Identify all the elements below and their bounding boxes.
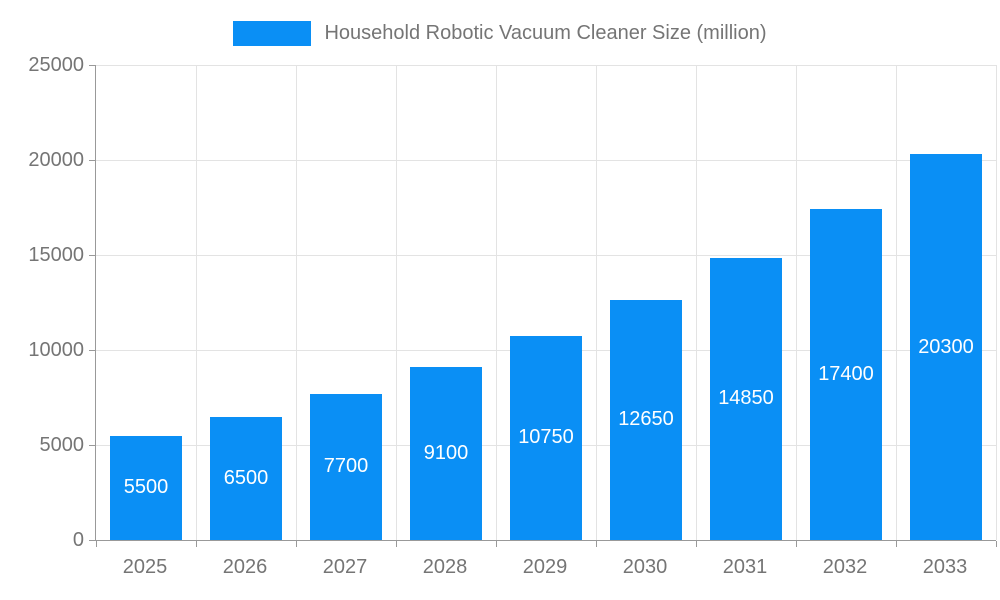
y-axis-tick-label: 20000	[28, 149, 84, 171]
x-axis-tick-mark	[496, 541, 497, 547]
bar-value-label: 20300	[918, 335, 974, 358]
y-axis-tick-label: 5000	[39, 434, 85, 456]
bar[interactable]: 10750	[510, 335, 582, 540]
y-axis-tick-label: 25000	[28, 54, 84, 76]
x-axis-tick-mark	[796, 541, 797, 547]
bar[interactable]: 6500	[210, 416, 282, 540]
bar-value-label: 12650	[618, 408, 674, 431]
x-axis-tick-mark	[196, 541, 197, 547]
x-axis-tick-label: 2032	[822, 556, 868, 578]
x-axis-tick-label: 2027	[322, 556, 368, 578]
y-axis-tick-label: 15000	[28, 244, 84, 266]
gridline-vertical	[996, 65, 997, 540]
y-axis-tick-mark	[89, 65, 95, 66]
plot-area: 5500 6500 7700 9100 10750 12650 14850 17400 2030…	[89, 65, 997, 547]
gridline-vertical	[296, 65, 297, 540]
bar-value-label: 9100	[423, 442, 469, 465]
bar[interactable]: 12650	[610, 299, 682, 540]
y-axis-tick-mark	[89, 160, 95, 161]
bar-value-label: 17400	[818, 363, 874, 386]
y-axis-tick-label: 10000	[28, 339, 84, 361]
legend-swatch	[233, 20, 312, 46]
bar[interactable]: 7700	[310, 393, 382, 540]
x-axis-tick-label: 2029	[522, 556, 568, 578]
bar[interactable]: 17400	[810, 209, 882, 540]
bar-value-label: 6500	[223, 466, 269, 489]
x-axis-tick-mark	[696, 541, 697, 547]
gridline-vertical	[496, 65, 497, 540]
gridline-vertical	[596, 65, 597, 540]
x-axis-tick-label: 2033	[922, 556, 968, 578]
legend-label: Household Robotic Vacuum Cleaner Size (m…	[324, 21, 767, 44]
bar[interactable]: 5500	[110, 435, 182, 540]
legend-item[interactable]: Household Robotic Vacuum Cleaner Size (m…	[0, 18, 1000, 48]
gridline-vertical	[696, 65, 697, 540]
bar-value-label: 7700	[323, 455, 369, 478]
y-axis-tick-mark	[89, 445, 95, 446]
bar[interactable]: 20300	[910, 154, 982, 540]
bar[interactable]: 9100	[410, 367, 482, 540]
gridline-horizontal	[96, 255, 996, 256]
gridline-horizontal	[96, 160, 996, 161]
gridline-horizontal	[96, 65, 996, 66]
x-axis-tick-label: 2030	[622, 556, 668, 578]
x-axis-tick-label: 2025	[122, 556, 168, 578]
x-axis-tick-label: 2026	[222, 556, 268, 578]
y-axis-tick-mark	[89, 255, 95, 256]
bar[interactable]: 14850	[710, 257, 782, 540]
x-axis-tick-mark	[996, 541, 997, 547]
x-axis-tick-mark	[396, 541, 397, 547]
y-axis-tick-label: 0	[72, 529, 84, 551]
y-axis-tick-mark	[89, 540, 95, 541]
bar-value-label: 14850	[718, 387, 774, 410]
y-axis-tick-mark	[89, 350, 95, 351]
x-axis-tick-mark	[296, 541, 297, 547]
bar-value-label: 5500	[123, 476, 169, 499]
x-axis-tick-mark	[96, 541, 97, 547]
gridline-vertical	[196, 65, 197, 540]
gridline-vertical	[796, 65, 797, 540]
x-axis-tick-label: 2028	[422, 556, 468, 578]
gridline-vertical	[896, 65, 897, 540]
x-axis-tick-mark	[896, 541, 897, 547]
x-axis-tick-label: 2031	[722, 556, 768, 578]
bar-value-label: 10750	[518, 426, 574, 449]
gridline-vertical	[396, 65, 397, 540]
x-axis-tick-mark	[596, 541, 597, 547]
